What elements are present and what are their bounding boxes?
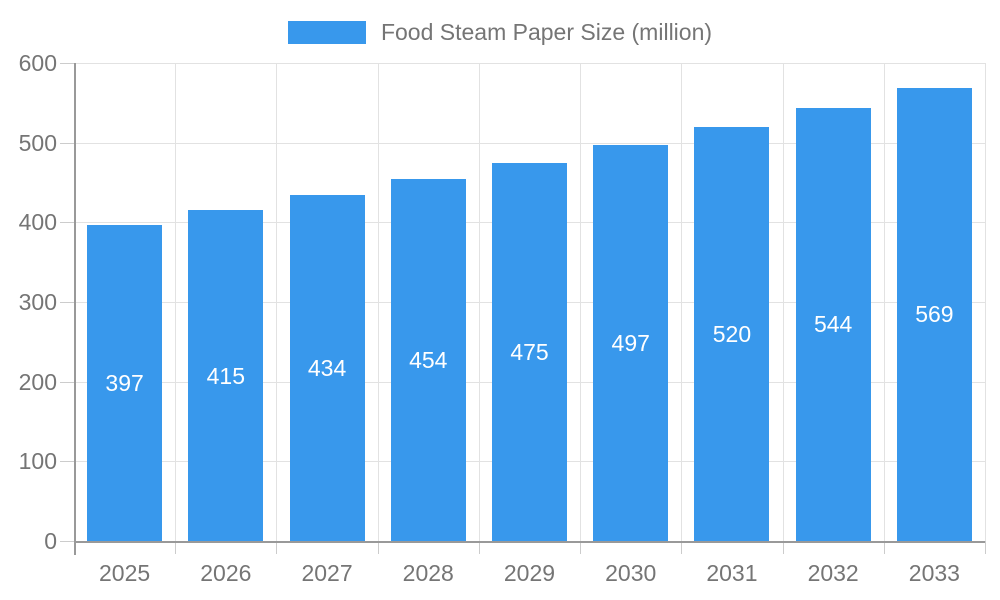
gridline-vertical bbox=[883, 63, 885, 541]
legend-swatch[interactable] bbox=[287, 21, 366, 44]
x-axis-tick-label: 2032 bbox=[807, 560, 859, 586]
y-axis-tick bbox=[60, 302, 74, 303]
y-axis-tick-label: 200 bbox=[18, 368, 57, 395]
y-axis-tick bbox=[60, 541, 74, 542]
gridline-vertical bbox=[985, 63, 986, 541]
gridline-vertical bbox=[580, 63, 582, 541]
x-axis-tick bbox=[478, 541, 480, 554]
x-axis-tick-label: 2033 bbox=[908, 560, 960, 586]
y-axis-tick-label: 0 bbox=[44, 528, 57, 554]
gridline-vertical bbox=[478, 63, 480, 541]
bar-2025[interactable] bbox=[87, 224, 163, 541]
bar-2033[interactable] bbox=[896, 87, 972, 541]
x-axis-tick bbox=[681, 541, 683, 554]
x-axis-line bbox=[74, 541, 985, 543]
x-axis-tick bbox=[883, 541, 885, 554]
bar-2029[interactable] bbox=[492, 162, 567, 541]
bar-value-label: 569 bbox=[915, 301, 954, 328]
x-axis-tick-label: 2029 bbox=[503, 560, 556, 586]
bar-value-label: 497 bbox=[611, 330, 650, 357]
y-axis-tick bbox=[60, 142, 74, 144]
bar-2028[interactable] bbox=[390, 179, 466, 541]
bar-2030[interactable] bbox=[593, 145, 669, 541]
bar-2032[interactable] bbox=[795, 107, 871, 541]
x-axis-tick bbox=[175, 541, 177, 554]
bar-value-label: 475 bbox=[510, 338, 549, 365]
x-axis-tick-label: 2031 bbox=[706, 560, 758, 586]
y-axis-tick-label: 300 bbox=[18, 289, 57, 315]
y-axis-tick bbox=[60, 222, 74, 224]
legend: Food Steam Paper Size (million) bbox=[0, 19, 1000, 46]
bar-value-label: 520 bbox=[712, 320, 752, 347]
x-axis-tick-label: 2030 bbox=[605, 560, 657, 586]
bar-2027[interactable] bbox=[289, 195, 365, 541]
gridline-vertical bbox=[377, 63, 379, 541]
x-axis-tick bbox=[276, 541, 278, 554]
x-axis-tick-label: 2028 bbox=[402, 560, 454, 586]
y-axis-tick bbox=[60, 63, 74, 64]
bar-value-label: 544 bbox=[813, 311, 853, 338]
x-axis-tick bbox=[782, 541, 784, 554]
gridline-horizontal bbox=[74, 142, 985, 144]
y-axis-line bbox=[74, 63, 76, 555]
gridline-vertical bbox=[782, 63, 784, 541]
bar-value-label: 415 bbox=[206, 362, 246, 389]
legend-label: Food Steam Paper Size (million) bbox=[380, 19, 713, 45]
x-axis-tick-label: 2025 bbox=[99, 560, 151, 586]
gridline-horizontal bbox=[74, 63, 985, 64]
x-axis-tick bbox=[985, 541, 986, 554]
gridline-vertical bbox=[681, 63, 683, 541]
bar-2031[interactable] bbox=[694, 126, 770, 541]
bar-2026[interactable] bbox=[188, 210, 264, 541]
bar-value-label: 397 bbox=[105, 369, 144, 396]
bar-value-label: 454 bbox=[409, 347, 448, 374]
bar-value-label: 434 bbox=[307, 355, 347, 382]
gridline-vertical bbox=[175, 63, 177, 541]
x-axis-tick-label: 2027 bbox=[301, 560, 353, 586]
y-axis-tick-label: 500 bbox=[18, 129, 57, 156]
y-axis-tick-label: 400 bbox=[18, 209, 57, 236]
x-axis-tick bbox=[580, 541, 582, 554]
y-axis-tick-label: 600 bbox=[18, 50, 57, 76]
y-axis-tick-label: 100 bbox=[18, 448, 57, 475]
x-axis-tick bbox=[377, 541, 379, 554]
gridline-vertical bbox=[276, 63, 278, 541]
x-axis-tick-label: 2026 bbox=[200, 560, 252, 586]
y-axis-tick bbox=[60, 381, 74, 383]
y-axis-tick bbox=[60, 461, 74, 463]
